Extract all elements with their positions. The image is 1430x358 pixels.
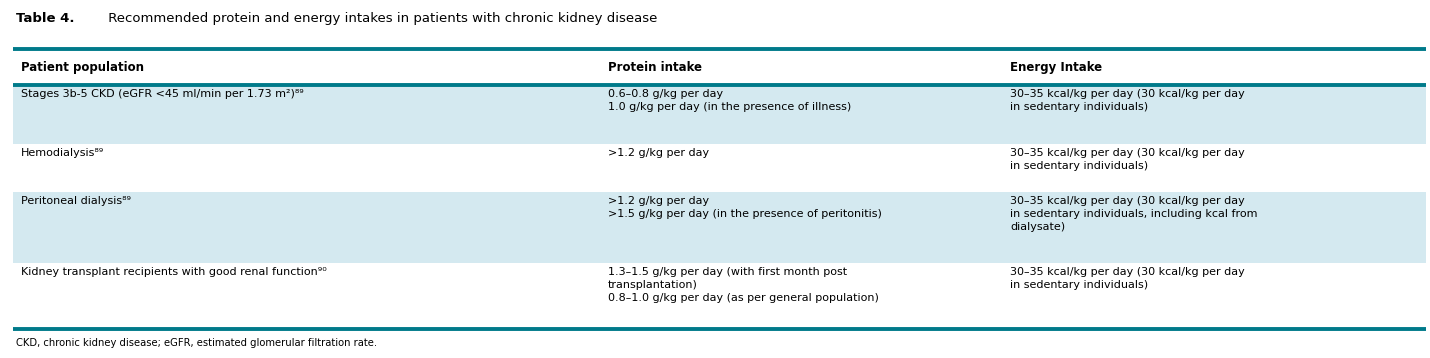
Text: Kidney transplant recipients with good renal function⁹⁰: Kidney transplant recipients with good r…	[21, 267, 327, 277]
Text: Recommended protein and energy intakes in patients with chronic kidney disease: Recommended protein and energy intakes i…	[104, 12, 658, 25]
Text: Protein intake: Protein intake	[608, 61, 702, 74]
Text: 30–35 kcal/kg per day (30 kcal/kg per day
in sedentary individuals): 30–35 kcal/kg per day (30 kcal/kg per da…	[1011, 267, 1246, 290]
Text: 30–35 kcal/kg per day (30 kcal/kg per day
in sedentary individuals): 30–35 kcal/kg per day (30 kcal/kg per da…	[1011, 89, 1246, 112]
Text: >1.2 g/kg per day
>1.5 g/kg per day (in the presence of peritonitis): >1.2 g/kg per day >1.5 g/kg per day (in …	[608, 196, 882, 219]
Text: >1.2 g/kg per day: >1.2 g/kg per day	[608, 148, 709, 158]
Bar	[13, 86, 1426, 144]
Text: Table 4.: Table 4.	[16, 12, 74, 25]
Bar	[13, 49, 1426, 85]
Text: Stages 3b-5 CKD (eGFR <45 ml/min per 1.73 m²)⁸⁹: Stages 3b-5 CKD (eGFR <45 ml/min per 1.7…	[21, 89, 305, 99]
Bar	[13, 144, 1426, 192]
Text: CKD, chronic kidney disease; eGFR, estimated glomerular filtration rate.: CKD, chronic kidney disease; eGFR, estim…	[16, 338, 376, 348]
Bar	[13, 192, 1426, 263]
Text: Patient population: Patient population	[21, 61, 144, 74]
Bar	[13, 263, 1426, 329]
Text: Peritoneal dialysis⁸⁹: Peritoneal dialysis⁸⁹	[21, 196, 132, 206]
Text: 0.6–0.8 g/kg per day
1.0 g/kg per day (in the presence of illness): 0.6–0.8 g/kg per day 1.0 g/kg per day (i…	[608, 89, 851, 112]
Text: 30–35 kcal/kg per day (30 kcal/kg per day
in sedentary individuals, including kc: 30–35 kcal/kg per day (30 kcal/kg per da…	[1011, 196, 1258, 232]
Text: 1.3–1.5 g/kg per day (with first month post
transplantation)
0.8–1.0 g/kg per da: 1.3–1.5 g/kg per day (with first month p…	[608, 267, 878, 303]
Text: Hemodialysis⁸⁹: Hemodialysis⁸⁹	[21, 148, 104, 158]
Text: Energy Intake: Energy Intake	[1011, 61, 1103, 74]
Text: 30–35 kcal/kg per day (30 kcal/kg per day
in sedentary individuals): 30–35 kcal/kg per day (30 kcal/kg per da…	[1011, 148, 1246, 171]
